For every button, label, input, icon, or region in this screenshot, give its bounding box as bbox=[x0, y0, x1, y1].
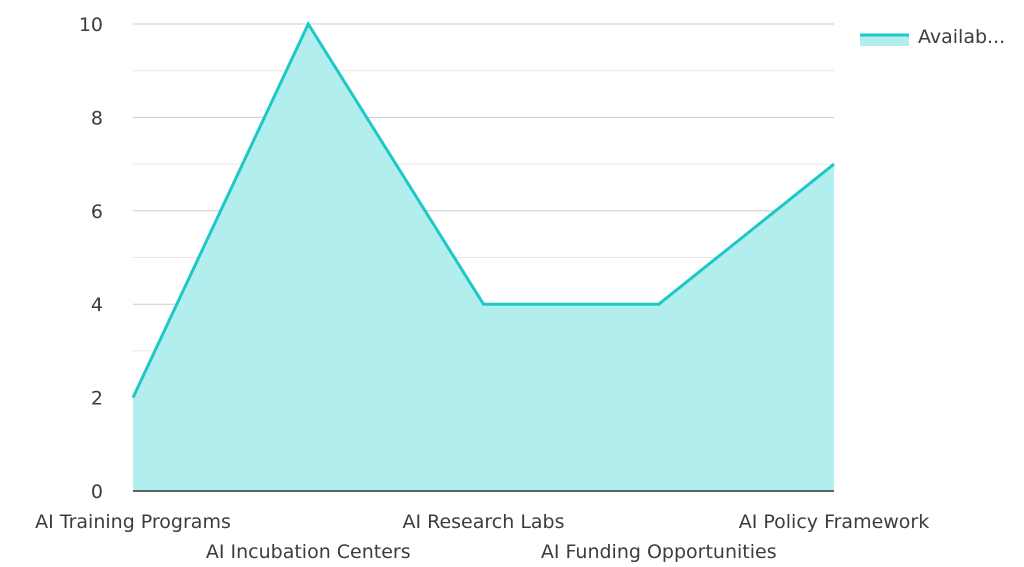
x-tick-label: AI Policy Framework bbox=[739, 511, 930, 533]
legend-label: Availab... bbox=[918, 26, 1005, 48]
x-tick-label: AI Training Programs bbox=[35, 511, 231, 533]
x-tick-label: AI Funding Opportunities bbox=[541, 541, 777, 563]
series-area-fill bbox=[133, 24, 834, 491]
x-tick-label: AI Incubation Centers bbox=[206, 541, 411, 563]
y-tick-label: 0 bbox=[91, 481, 103, 503]
plot-area bbox=[131, 20, 835, 491]
legend: Availab... bbox=[860, 26, 1005, 48]
y-tick-label: 2 bbox=[91, 388, 103, 410]
y-tick-label: 4 bbox=[91, 294, 103, 316]
legend-swatch-fill bbox=[860, 34, 909, 46]
axes: 0 2 4 6 8 10 AI Training Programs AI Incubation… bbox=[35, 14, 929, 563]
x-tick-label: AI Research Labs bbox=[402, 511, 564, 533]
y-tick-label: 6 bbox=[91, 201, 103, 223]
y-tick-label: 8 bbox=[91, 107, 103, 129]
y-tick-label: 10 bbox=[79, 14, 103, 36]
series-line bbox=[131, 20, 835, 399]
